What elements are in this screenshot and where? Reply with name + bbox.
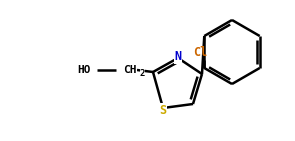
Text: HO: HO bbox=[77, 65, 91, 75]
Text: 2: 2 bbox=[140, 69, 145, 78]
Text: Cl: Cl bbox=[193, 46, 207, 59]
Text: CH: CH bbox=[123, 65, 137, 75]
Text: N: N bbox=[174, 50, 181, 63]
Text: S: S bbox=[159, 103, 167, 116]
